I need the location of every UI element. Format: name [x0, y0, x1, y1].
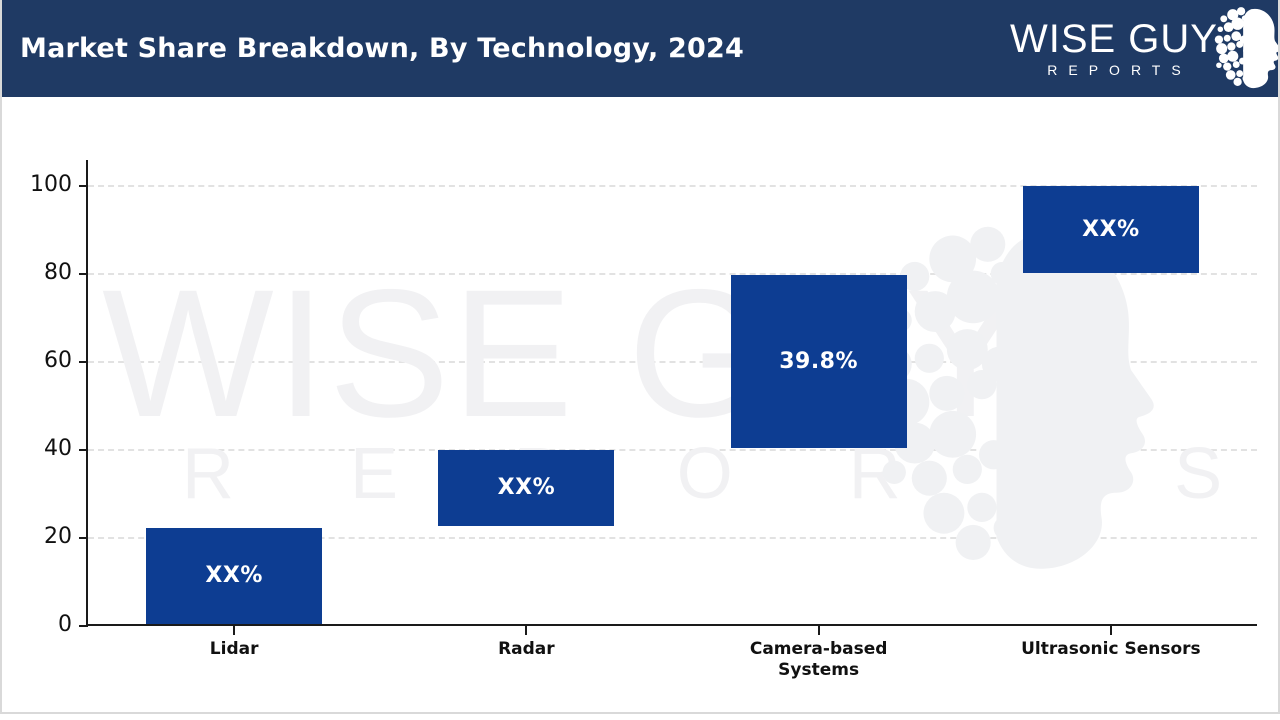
y-axis-tick-label-20: 20	[44, 524, 72, 549]
x-axis-tick-3	[1109, 626, 1112, 635]
gridline-60	[88, 361, 1257, 363]
bar-value-label: XX%	[205, 563, 263, 589]
y-axis-tick-label-60: 60	[44, 348, 72, 373]
bar-ultrasonic-sensors: XX%	[1022, 186, 1199, 273]
bar-value-label: XX%	[497, 475, 556, 501]
logo-wiseguy-text: WISE GUY	[1009, 17, 1218, 61]
x-axis-tick-0	[233, 626, 236, 635]
x-axis-category-label-1: Radar	[498, 639, 555, 659]
x-axis-category-label-0: Lidar	[209, 639, 259, 659]
x-axis-category-label-3: Ultrasonic Sensors	[1021, 639, 1201, 659]
logo-head-icon	[1214, 7, 1280, 89]
gridline-20	[88, 537, 1257, 539]
watermark-head-logo-icon	[876, 226, 1154, 569]
y-axis-tick-80	[79, 273, 88, 275]
header-bar: Market Share Breakdown, By Technology, 2…	[0, 0, 1280, 97]
y-axis-tick-label-80: 80	[44, 260, 72, 285]
gridline-80	[88, 273, 1257, 275]
x-axis-category-label-2: Camera-based Systems	[749, 639, 888, 680]
bar-value-label: XX%	[1082, 216, 1140, 242]
x-axis-line	[86, 624, 1257, 626]
y-axis-tick-60	[79, 361, 88, 363]
bar-radar: XX%	[438, 450, 615, 526]
y-axis-tick-100	[79, 185, 88, 187]
gridline-100	[88, 185, 1257, 187]
y-axis-tick-label-100: 100	[30, 172, 72, 197]
y-axis-tick-20	[79, 537, 88, 539]
bar-camera-based-systems: 39.8%	[730, 274, 907, 448]
x-axis-tick-1	[525, 626, 528, 635]
logo-reports-text: REPORTS	[1047, 62, 1192, 78]
wise-guy-reports-logo: WISE GUY REPORTS	[1010, 0, 1218, 97]
bar-value-label: 39.8%	[779, 348, 859, 374]
gridline-40	[88, 449, 1257, 451]
bar-lidar: XX%	[146, 527, 323, 624]
page-title: Market Share Breakdown, By Technology, 2…	[20, 33, 745, 64]
y-axis-line	[86, 160, 88, 626]
y-axis-tick-label-0: 0	[58, 612, 72, 637]
y-axis-tick-0	[79, 625, 88, 627]
x-axis-tick-2	[817, 626, 820, 635]
y-axis-tick-40	[79, 449, 88, 451]
y-axis-tick-label-40: 40	[44, 436, 72, 461]
